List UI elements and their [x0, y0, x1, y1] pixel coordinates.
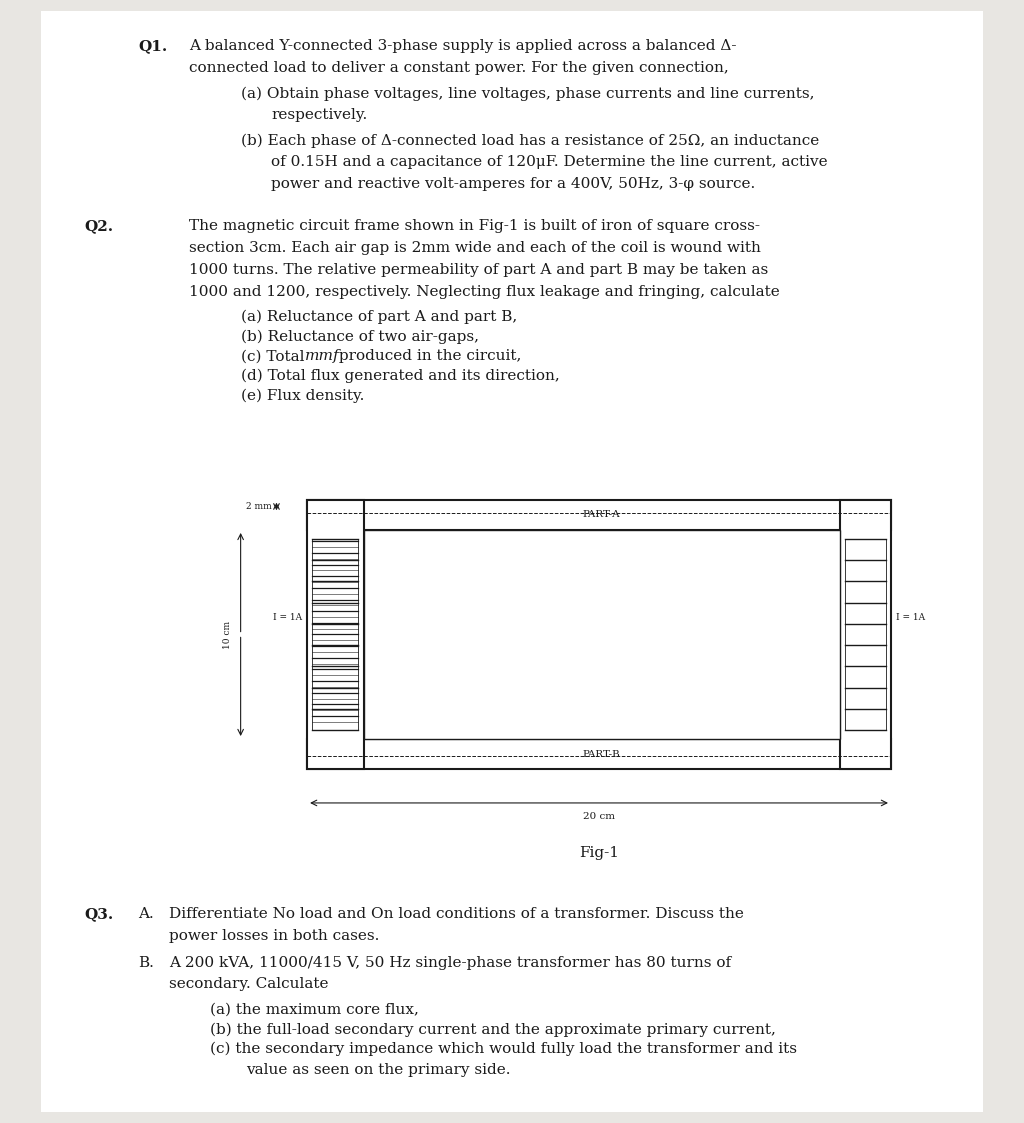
Text: Q2.: Q2. — [84, 219, 113, 232]
Text: A 200 kVA, 11000/415 V, 50 Hz single-phase transformer has 80 turns of: A 200 kVA, 11000/415 V, 50 Hz single-pha… — [169, 956, 731, 969]
Text: PART-B: PART-B — [583, 749, 621, 759]
Text: power and reactive volt-amperes for a 400V, 50Hz, 3-φ source.: power and reactive volt-amperes for a 40… — [271, 177, 756, 191]
Text: B.: B. — [138, 956, 155, 969]
Text: section 3cm. Each air gap is 2mm wide and each of the coil is wound with: section 3cm. Each air gap is 2mm wide an… — [189, 240, 761, 255]
Text: produced in the circuit,: produced in the circuit, — [334, 349, 521, 363]
Text: Fig-1: Fig-1 — [579, 846, 620, 859]
Text: Q1.: Q1. — [138, 39, 168, 53]
Text: power losses in both cases.: power losses in both cases. — [169, 929, 379, 943]
Text: Differentiate No load and On load conditions of a transformer. Discuss the: Differentiate No load and On load condit… — [169, 907, 743, 921]
Text: (b) Reluctance of two air-gaps,: (b) Reluctance of two air-gaps, — [241, 329, 478, 344]
Text: of 0.15H and a capacitance of 120μF. Determine the line current, active: of 0.15H and a capacitance of 120μF. Det… — [271, 155, 828, 170]
Text: 2 mm: 2 mm — [246, 502, 271, 511]
Text: (e) Flux density.: (e) Flux density. — [241, 389, 364, 403]
Text: (d) Total flux generated and its direction,: (d) Total flux generated and its directi… — [241, 368, 559, 383]
Bar — [364, 530, 840, 739]
Text: A balanced Y-connected 3-phase supply is applied across a balanced Δ-: A balanced Y-connected 3-phase supply is… — [189, 39, 737, 53]
Text: connected load to deliver a constant power. For the given connection,: connected load to deliver a constant pow… — [189, 62, 729, 75]
Text: I = 1A: I = 1A — [273, 613, 302, 622]
Text: mmf: mmf — [305, 349, 340, 363]
Text: PART-A: PART-A — [583, 510, 621, 520]
Text: (c) Total: (c) Total — [241, 349, 309, 363]
Bar — [307, 500, 891, 530]
Text: 1000 and 1200, respectively. Neglecting flux leakage and fringing, calculate: 1000 and 1200, respectively. Neglecting … — [189, 284, 780, 299]
Text: (a) Reluctance of part A and part B,: (a) Reluctance of part A and part B, — [241, 310, 517, 325]
Text: (b) Each phase of Δ-connected load has a resistance of 25Ω, an inductance: (b) Each phase of Δ-connected load has a… — [241, 134, 819, 148]
Text: 20 cm: 20 cm — [583, 812, 615, 821]
Bar — [307, 500, 364, 769]
FancyBboxPatch shape — [41, 11, 983, 1112]
Text: 1000 turns. The relative permeability of part A and part B may be taken as: 1000 turns. The relative permeability of… — [189, 263, 769, 276]
Bar — [307, 739, 891, 769]
Text: Q3.: Q3. — [84, 907, 114, 921]
Text: 10 cm: 10 cm — [223, 620, 232, 649]
Bar — [840, 500, 891, 769]
Text: (a) Obtain phase voltages, line voltages, phase currents and line currents,: (a) Obtain phase voltages, line voltages… — [241, 86, 814, 101]
Text: value as seen on the primary side.: value as seen on the primary side. — [246, 1062, 510, 1077]
Text: A.: A. — [138, 907, 154, 921]
Text: (b) the full-load secondary current and the approximate primary current,: (b) the full-load secondary current and … — [210, 1022, 776, 1037]
Text: respectively.: respectively. — [271, 108, 368, 122]
Text: I = 1A: I = 1A — [896, 613, 925, 622]
Text: secondary. Calculate: secondary. Calculate — [169, 977, 329, 992]
Text: (c) the secondary impedance which would fully load the transformer and its: (c) the secondary impedance which would … — [210, 1042, 797, 1057]
Text: The magnetic circuit frame shown in Fig-1 is built of iron of square cross-: The magnetic circuit frame shown in Fig-… — [189, 219, 761, 232]
Text: (a) the maximum core flux,: (a) the maximum core flux, — [210, 1003, 419, 1016]
